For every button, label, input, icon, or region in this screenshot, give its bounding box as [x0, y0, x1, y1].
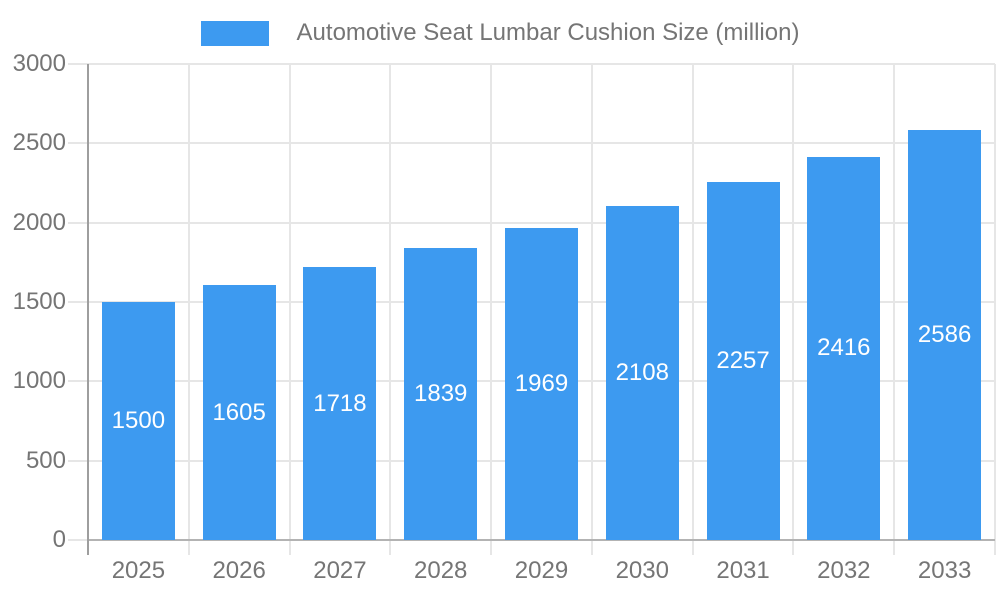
- bar-2027[interactable]: 1718: [303, 267, 377, 540]
- y-tick-label: 3000: [12, 50, 66, 77]
- y-tick-label: 0: [52, 526, 66, 553]
- bar-2032[interactable]: 2416: [807, 156, 881, 540]
- legend-label: Automotive Seat Lumbar Cushion Size (mil…: [296, 19, 800, 46]
- v-gridline: [187, 64, 190, 555]
- bar-value-label: 2257: [716, 346, 770, 374]
- h-gridline: [88, 142, 995, 145]
- bar-value-label: 2586: [917, 320, 972, 348]
- bar-2028[interactable]: 1839: [404, 248, 478, 540]
- bar-value-label: 1605: [212, 398, 266, 426]
- x-tick-label-2030: 2030: [615, 557, 669, 584]
- bar-2030[interactable]: 2108: [605, 205, 679, 540]
- y-tick-label: 1500: [12, 288, 66, 315]
- x-tick-label-2033: 2033: [917, 557, 972, 584]
- x-tick-label-2032: 2032: [817, 557, 871, 584]
- bar-value-label: 1969: [514, 369, 569, 397]
- y-tick-label: 2500: [12, 129, 66, 157]
- x-tick-label-2028: 2028: [414, 557, 468, 584]
- y-tick-label: 1000: [12, 367, 66, 395]
- y-tick-mark: [68, 539, 88, 541]
- zero-line: [88, 539, 995, 541]
- x-tick-label-2025: 2025: [111, 557, 166, 584]
- v-gridline: [893, 64, 896, 555]
- h-gridline: [88, 221, 995, 224]
- plot-area: 1500 1605 1718 1839 1969 2108 2257 2416 2586: [68, 63, 996, 555]
- bar-value-label: 1500: [111, 407, 166, 434]
- bar-value-label: 1839: [414, 380, 468, 408]
- v-gridline: [288, 64, 291, 555]
- v-gridline: [590, 64, 593, 555]
- bar-value-label: 1718: [313, 389, 367, 417]
- bar-2033[interactable]: 2586: [908, 129, 982, 540]
- y-axis-line: [87, 64, 89, 555]
- x-tick-label-2027: 2027: [313, 557, 367, 584]
- x-tick-label-2029: 2029: [514, 557, 569, 584]
- bar-2025[interactable]: 1500: [101, 302, 175, 540]
- y-tick-mark: [68, 459, 88, 462]
- y-tick-label: 2000: [12, 208, 66, 236]
- x-tick-label-2031: 2031: [716, 557, 770, 584]
- x-tick-label-2026: 2026: [212, 557, 266, 584]
- v-gridline: [389, 64, 392, 555]
- bar-2031[interactable]: 2257: [706, 181, 780, 540]
- bar-2026[interactable]: 1605: [202, 285, 276, 540]
- v-gridline: [490, 64, 493, 555]
- h-gridline: [88, 63, 995, 65]
- v-gridline: [792, 64, 795, 555]
- y-tick-mark: [68, 142, 88, 145]
- legend-swatch: [200, 20, 269, 46]
- v-gridline: [691, 64, 694, 555]
- bar-value-label: 2416: [817, 334, 871, 362]
- y-tick-mark: [68, 63, 88, 65]
- v-gridline: [994, 64, 996, 555]
- y-tick-mark: [68, 221, 88, 224]
- bar-value-label: 2108: [615, 358, 669, 386]
- y-tick-label: 500: [25, 446, 66, 474]
- bar-2029[interactable]: 1969: [505, 227, 578, 540]
- y-tick-mark: [68, 301, 88, 303]
- y-tick-mark: [68, 380, 88, 383]
- legend[interactable]: Automotive Seat Lumbar Cushion Size (mil…: [0, 19, 1000, 47]
